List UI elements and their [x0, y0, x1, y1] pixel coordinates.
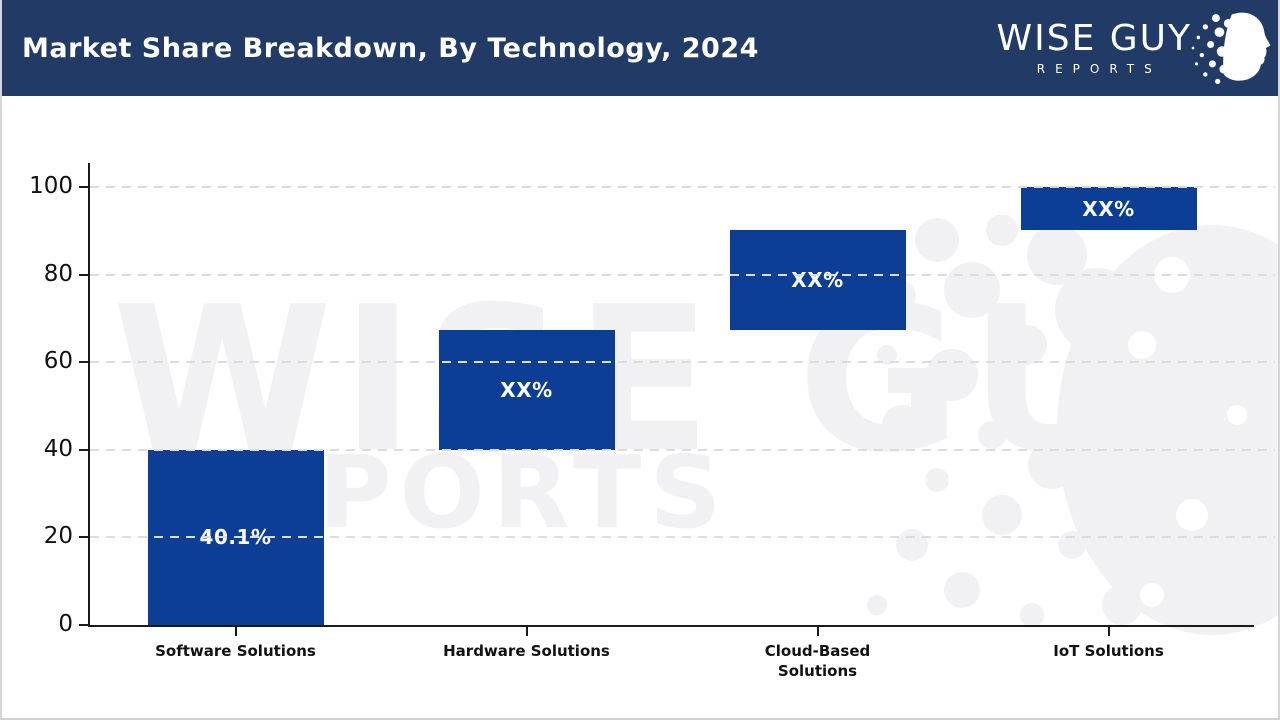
y-tick-0	[79, 624, 90, 626]
logo-wordmark: WISE GUY	[996, 18, 1192, 59]
gridline-60	[90, 361, 1275, 364]
y-tick-60	[79, 361, 90, 364]
x-tick-label-1: Hardware Solutions	[443, 642, 610, 660]
y-tick-label-80: 80	[43, 260, 73, 287]
bar-cloud-based-solutions: XX%	[729, 230, 906, 330]
wiseguy-logo: WISE GUY REPORTS	[997, 3, 1275, 93]
x-tick-label-0: Software Solutions	[155, 642, 316, 660]
gridline-20	[90, 536, 1275, 539]
y-tick-label-40: 40	[43, 435, 73, 462]
x-tick-3	[1107, 627, 1110, 636]
y-axis-spine	[88, 163, 90, 627]
x-tick-2	[816, 627, 819, 636]
x-tick-label-2: Cloud-Based Solutions	[764, 642, 871, 680]
y-tick-label-0: 0	[58, 611, 73, 637]
bar-value-label: XX%	[1082, 196, 1135, 221]
y-tick-20	[79, 536, 90, 539]
y-tick-80	[79, 273, 90, 276]
bar-value-label: XX%	[500, 377, 553, 402]
logo-face-icon	[1191, 12, 1271, 85]
gridline-40	[90, 448, 1275, 451]
header: Market Share Breakdown, By Technology, 2…	[2, 0, 1278, 96]
x-tick-1	[525, 627, 528, 636]
bar-iot-solutions: XX%	[1020, 187, 1197, 231]
y-tick-100	[79, 186, 90, 189]
logo-subtitle: REPORTS	[1036, 62, 1162, 76]
x-axis-spine	[88, 625, 1254, 627]
x-tick-label-3: IoT Solutions	[1053, 642, 1164, 660]
x-tick-0	[234, 627, 237, 636]
bar-hardware-solutions: XX%	[438, 329, 615, 450]
y-tick-40	[79, 448, 90, 451]
y-tick-label-20: 20	[43, 523, 73, 550]
watermark-face-icon	[867, 215, 1278, 635]
y-tick-label-100: 100	[29, 173, 73, 200]
gridline-80	[90, 273, 1275, 276]
page-title: Market Share Breakdown, By Technology, 2…	[22, 32, 759, 64]
y-tick-label-60: 60	[43, 348, 73, 375]
bar-value-label: XX%	[791, 267, 844, 292]
gridline-100	[90, 186, 1275, 189]
